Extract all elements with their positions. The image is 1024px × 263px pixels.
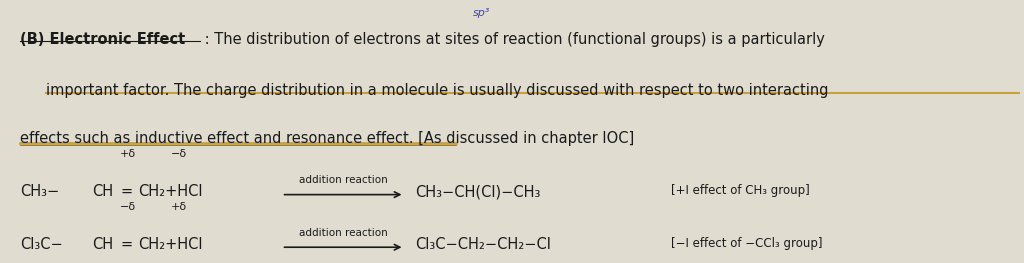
Text: CH₃−CH(Cl)−CH₃: CH₃−CH(Cl)−CH₃ [415,184,540,199]
Text: −δ: −δ [171,149,187,159]
Text: +δ: +δ [171,202,187,212]
Text: Cl₃C−: Cl₃C− [20,237,63,252]
Text: [+I effect of CH₃ group]: [+I effect of CH₃ group] [671,184,809,197]
Text: addition reaction: addition reaction [299,228,387,238]
Text: CH: CH [92,184,114,199]
Text: important factor. The charge distribution in a molecule is usually discussed wit: important factor. The charge distributio… [46,83,828,98]
Text: (B) Electronic Effect: (B) Electronic Effect [20,32,185,47]
Text: : The distribution of electrons at sites of reaction (functional groups) is a pa: : The distribution of electrons at sites… [200,32,824,47]
Text: [−I effect of −CCl₃ group]: [−I effect of −CCl₃ group] [671,237,822,250]
Text: −δ: −δ [120,202,136,212]
Text: =: = [121,184,133,199]
Text: CH₂+HCl: CH₂+HCl [138,184,203,199]
Text: effects such as inductive effect and resonance effect. [As discussed in chapter : effects such as inductive effect and res… [20,132,635,146]
Text: =: = [121,237,133,252]
Text: sp³: sp³ [473,8,489,18]
Text: addition reaction: addition reaction [299,175,387,185]
Text: CH₃−: CH₃− [20,184,59,199]
Text: CH: CH [92,237,114,252]
Text: +δ: +δ [120,149,136,159]
Text: CH₂+HCl: CH₂+HCl [138,237,203,252]
Text: Cl₃C−CH₂−CH₂−Cl: Cl₃C−CH₂−CH₂−Cl [415,237,551,252]
